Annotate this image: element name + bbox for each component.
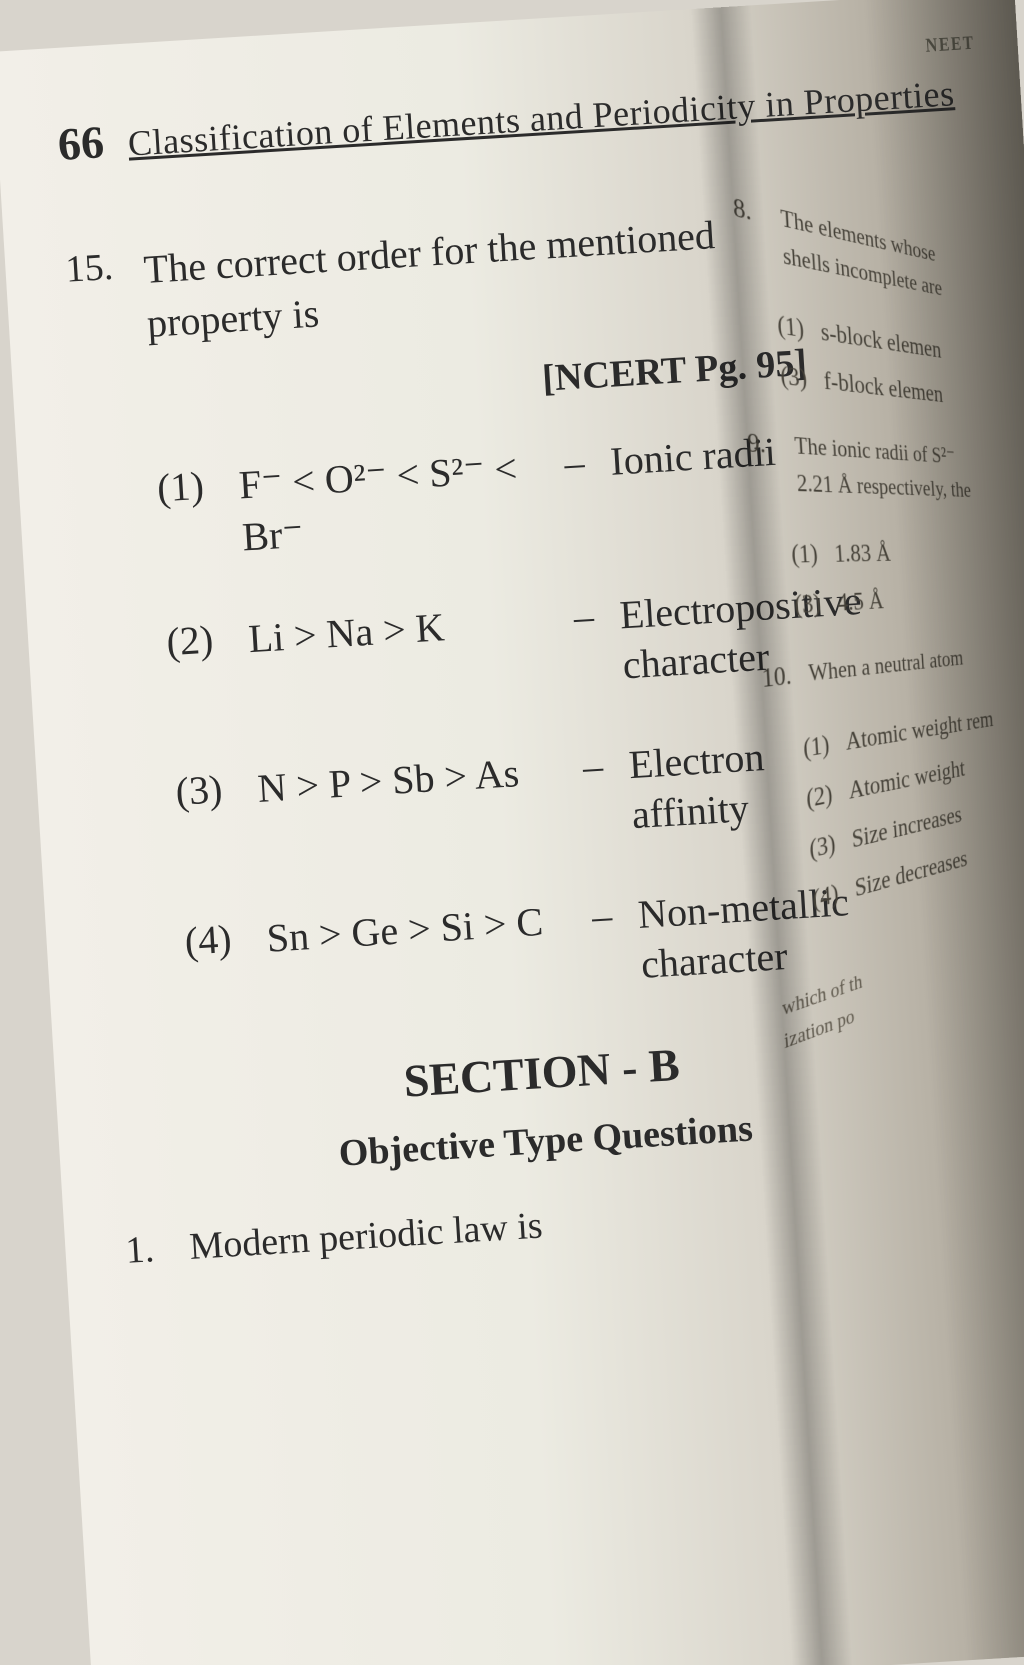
question-9: 9. The ionic radii of S²⁻ 2.21 Å respect… xyxy=(746,422,1006,507)
option-number: (2) xyxy=(165,614,234,665)
options-list: (1) s-block elemen (3) f-block elemen xyxy=(776,305,1001,419)
question-10: 10. When a neutral atom xyxy=(761,636,1017,700)
page-header: 66 Classification of Elements and Period… xyxy=(56,62,982,171)
option-number: (3) xyxy=(779,356,817,400)
option-lhs: Li > Na > K xyxy=(247,594,560,665)
question-8: 8. The elements whose shells incomplete … xyxy=(732,187,995,315)
option-lhs: N > P > Sb > As xyxy=(256,744,569,815)
page: NEET 66 Classification of Elements and P… xyxy=(0,0,1024,1665)
option-dash: – xyxy=(591,891,624,940)
question-body: The ionic radii of S²⁻ 2.21 Å respective… xyxy=(793,426,971,506)
question-body: When a neutral atom xyxy=(807,640,964,694)
option-number: (2) xyxy=(805,773,842,820)
option-dash: – xyxy=(563,438,596,487)
question-reference: [NCERT Pg. 95] xyxy=(151,341,809,425)
chapter-title: Classification of Elements and Periodici… xyxy=(127,72,956,164)
option-text: 4.5 Å xyxy=(836,582,884,623)
question-body: The elements whose shells incomplete are xyxy=(779,199,942,305)
option-3: (3) 4.5 Å xyxy=(793,577,1012,625)
page-number: 66 xyxy=(56,115,105,171)
question-number: 9. xyxy=(746,422,788,501)
option-lhs: F⁻ < O²⁻ < S²⁻ < Br⁻ xyxy=(238,441,554,564)
left-column: 15. The correct order for the mentioned … xyxy=(64,209,766,1273)
question-stem: When a neutral atom xyxy=(807,640,964,691)
option-number: (3) xyxy=(793,584,831,626)
option-1: (1) 1.83 Å xyxy=(790,534,1010,575)
options-list: (1) 1.83 Å (3) 4.5 Å xyxy=(790,534,1013,625)
option-number: (1) xyxy=(802,724,839,770)
option-number: (4) xyxy=(811,871,848,921)
option-number: (4) xyxy=(183,914,252,965)
option-dash: – xyxy=(572,592,605,641)
option-number: (1) xyxy=(790,534,828,575)
question-number: 10. xyxy=(761,655,800,700)
option-number: (1) xyxy=(776,305,814,351)
option-number: (1) xyxy=(156,461,225,512)
option-number: (3) xyxy=(808,822,845,870)
page-edge-fragments: which of th ization po xyxy=(781,908,1024,1057)
question-15: 15. The correct order for the mentioned … xyxy=(64,209,760,1189)
option-lhs: Sn > Ge > Si > C xyxy=(265,894,578,965)
question-stem: Modern periodic law is xyxy=(188,1203,544,1269)
options-list: (1) Atomic weight rem (2) Atomic weight … xyxy=(802,698,1024,921)
option-text: 1.83 Å xyxy=(833,534,892,574)
question-number: 1. xyxy=(124,1226,173,1273)
option-dash: – xyxy=(581,741,614,790)
question-1: 1. Modern periodic law is xyxy=(124,1190,765,1273)
top-right-label: NEET xyxy=(924,32,974,57)
option-text: f-block elemen xyxy=(823,361,944,413)
option-number: (3) xyxy=(174,764,243,815)
option-text: s-block elemen xyxy=(820,313,943,369)
question-number: 8. xyxy=(732,187,774,272)
